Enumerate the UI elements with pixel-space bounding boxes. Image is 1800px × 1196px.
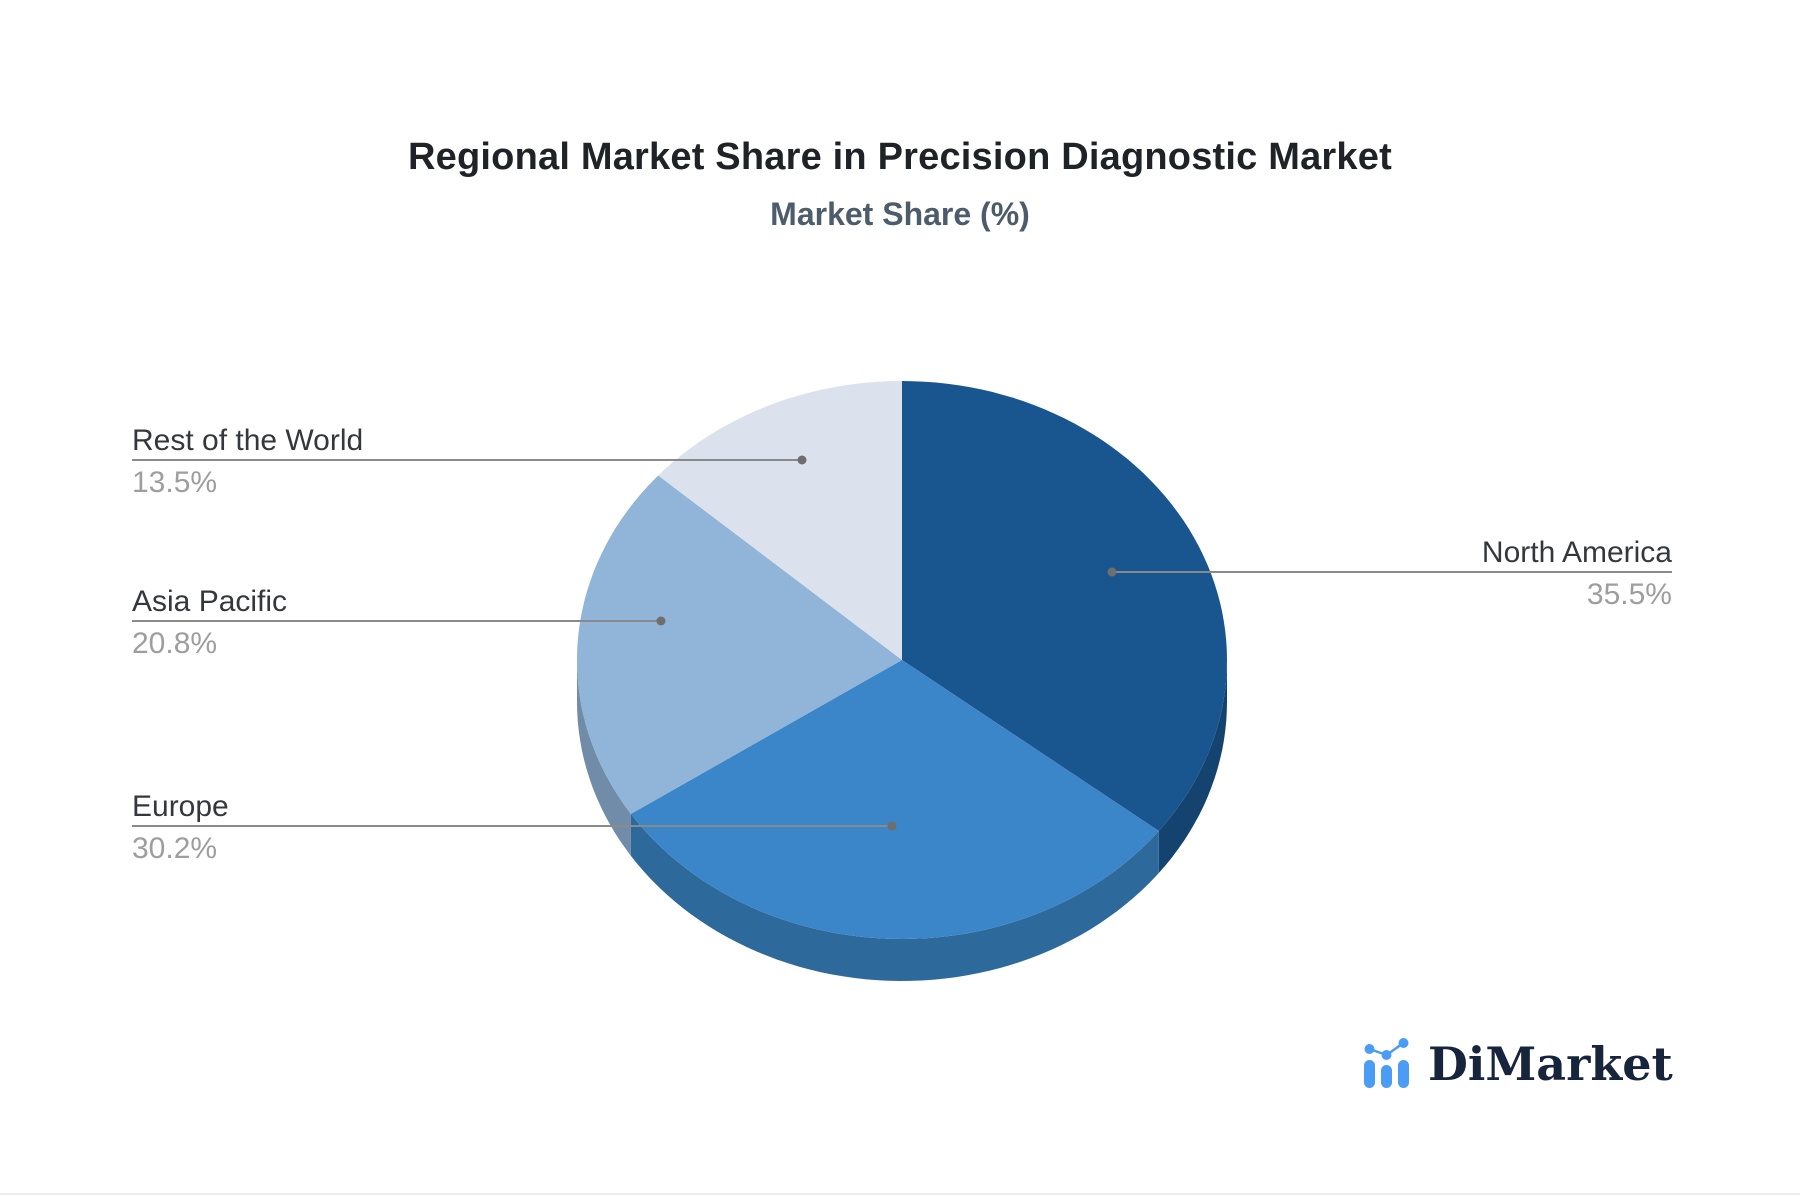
- chart-title: Regional Market Share in Precision Diagn…: [408, 136, 1392, 178]
- pie-value-rest-of-the-world: 13.5%: [132, 466, 218, 499]
- pie-slice-asia-pacific: [577, 475, 902, 814]
- pie-slice-side-north-america: [1158, 660, 1227, 873]
- logo-bar-2: [1381, 1065, 1392, 1088]
- bar-chart-icon: [1364, 1038, 1409, 1088]
- pie-label-rest-of-the-world: Rest of the World: [132, 424, 364, 457]
- logo-bar-3: [1398, 1060, 1409, 1088]
- callout-dot-asia-pacific: [656, 616, 666, 626]
- pie-label-north-america: North America: [1481, 536, 1672, 569]
- pie-label-asia-pacific: Asia Pacific: [132, 585, 288, 618]
- logo-dot-2: [1381, 1050, 1392, 1060]
- pie-value-north-america: 35.5%: [1586, 578, 1672, 611]
- pie-slice-europe: [630, 660, 1159, 939]
- pie-slice-rest-of-the-world: [658, 381, 902, 660]
- logo-dot-1: [1364, 1044, 1375, 1054]
- brand-logo: DiMarket: [1364, 1036, 1673, 1090]
- logo-dot-3: [1398, 1038, 1409, 1048]
- pie-label-europe: Europe: [132, 790, 229, 823]
- bottom-border: [0, 1193, 1800, 1195]
- pie-slice-north-america: [902, 381, 1227, 831]
- pie-slice-side-europe: [630, 813, 1159, 981]
- pie-value-europe: 30.2%: [132, 832, 218, 865]
- callout-dot-north-america: [1107, 567, 1117, 577]
- brand-name: DiMarket: [1428, 1037, 1673, 1091]
- callout-dot-rest-of-the-world: [797, 455, 807, 465]
- logo-bar-1: [1364, 1060, 1375, 1088]
- callout-dot-europe: [887, 821, 897, 831]
- pie-slice-side-asia-pacific: [577, 660, 631, 856]
- pie-value-asia-pacific: 20.8%: [132, 627, 218, 660]
- chart-subtitle: Market Share (%): [770, 196, 1030, 232]
